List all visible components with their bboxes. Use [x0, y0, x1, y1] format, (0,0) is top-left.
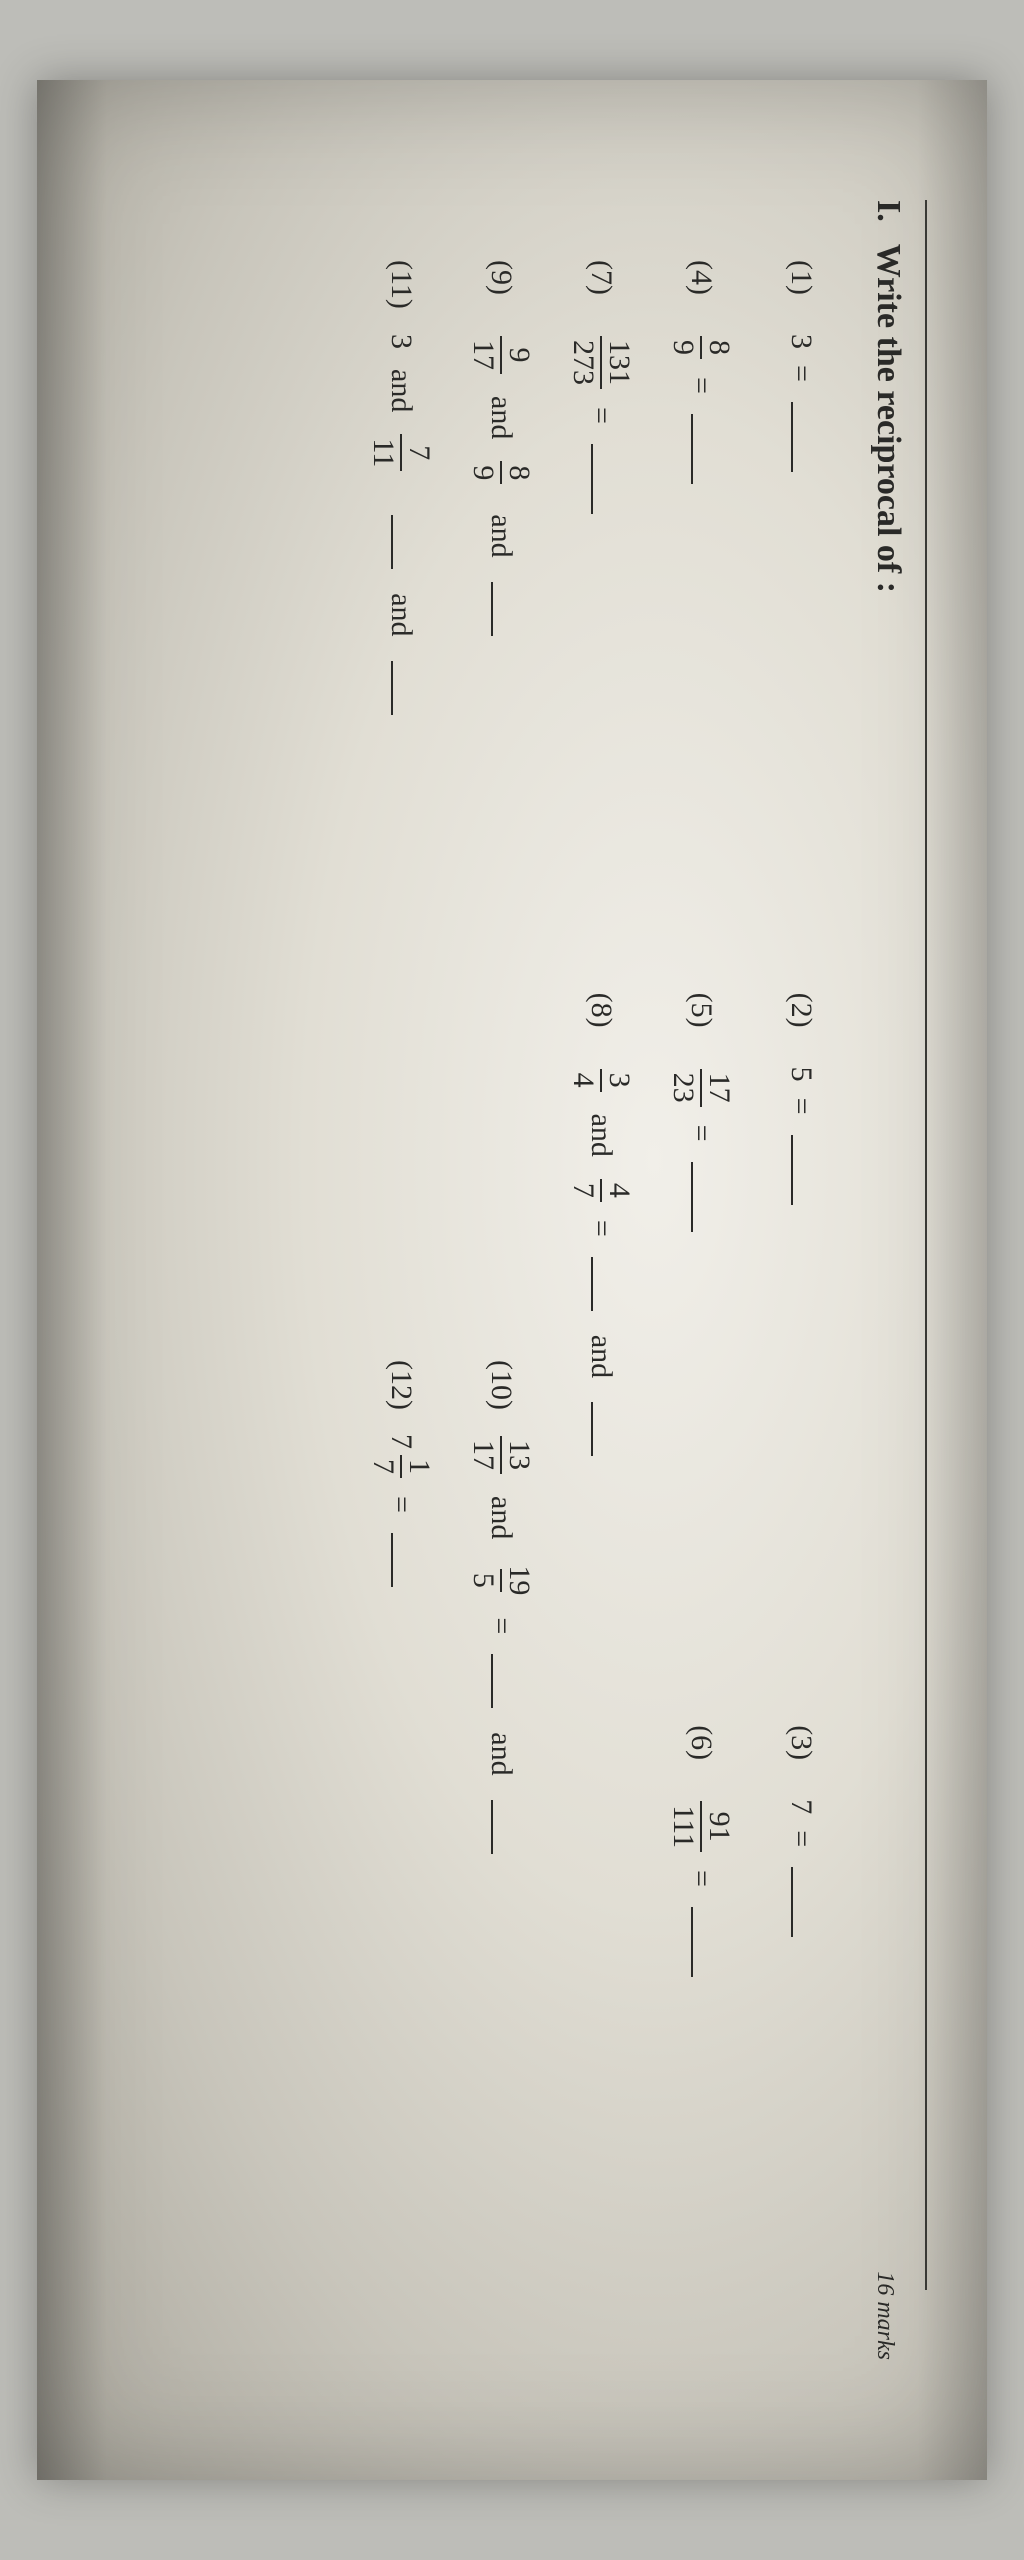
question-number: (4) — [684, 260, 718, 324]
question-item: (5)1723= — [651, 933, 751, 1666]
question-number: (6) — [684, 1725, 718, 1789]
answer-blank[interactable] — [391, 1533, 411, 1587]
answer-blank[interactable] — [491, 1800, 511, 1854]
section-number: I. — [869, 200, 907, 222]
question-item: (1)3= — [751, 200, 851, 933]
answer-blank[interactable] — [691, 1907, 711, 1977]
and-word: and — [484, 1722, 518, 1785]
answer-blank[interactable] — [591, 1402, 611, 1456]
question-number: (5) — [684, 993, 718, 1057]
and-word: and — [584, 1325, 618, 1388]
answer-blank[interactable] — [691, 414, 711, 484]
question-item: (7)131273= — [551, 200, 651, 933]
value: 7 — [784, 1799, 818, 1814]
question-item: (4)89= — [651, 200, 751, 933]
value: 3 — [784, 334, 818, 349]
mixed-number: 717 — [368, 1434, 434, 1480]
and-word: and — [384, 359, 418, 422]
question-number: (12) — [384, 1360, 418, 1424]
marks-label: 16 marks — [871, 2271, 898, 2400]
answer-blank[interactable] — [391, 661, 411, 715]
answer-blank[interactable] — [791, 402, 811, 472]
question-number: (10) — [484, 1360, 518, 1424]
question-item: (6)91111= — [651, 1665, 751, 2398]
fraction: 91111 — [668, 1801, 734, 1852]
question-number: (8) — [584, 993, 618, 1057]
answer-blank[interactable] — [691, 1162, 711, 1232]
header-rule — [925, 200, 927, 2290]
question-item: (2)5= — [751, 933, 851, 1666]
fraction: 711 — [368, 434, 434, 471]
worksheet-page: I. Write the reciprocal of : 16 marks (1… — [37, 80, 987, 2480]
fraction: 1723 — [668, 1069, 734, 1107]
value: 5 — [784, 1067, 818, 1082]
fraction: 34 — [568, 1069, 634, 1092]
answer-blank[interactable] — [391, 515, 411, 569]
question-number: (9) — [484, 260, 518, 324]
question-number: (2) — [784, 993, 818, 1057]
question-item: (8)34and47=and — [551, 933, 651, 2398]
fraction: 89 — [668, 336, 734, 359]
fraction: 131273 — [568, 336, 634, 389]
fraction: 195 — [468, 1561, 534, 1599]
fraction: 17 — [368, 1455, 434, 1478]
question-number: (11) — [384, 260, 418, 324]
and-word: and — [584, 1104, 618, 1167]
question-item: (3)7= — [751, 1665, 851, 2398]
section-header: I. Write the reciprocal of : 16 marks — [869, 200, 907, 2400]
answer-blank[interactable] — [591, 1257, 611, 1311]
answer-blank[interactable] — [591, 444, 611, 514]
question-item: (9) 917 and 89 and — [451, 200, 551, 1300]
question-item: (11) 3 and 711 and — [351, 200, 451, 1300]
question-grid: (1)3=(2)5=(3)7=(4)89=(5)1723=(6)91111=(7… — [351, 200, 851, 2400]
answer-blank[interactable] — [491, 582, 511, 636]
fraction: 47 — [568, 1179, 634, 1202]
and-word: and — [484, 1486, 518, 1549]
fraction: 917 — [468, 336, 534, 374]
question-item: (10)1317and195=and — [451, 1300, 551, 2400]
answer-blank[interactable] — [791, 1135, 811, 1205]
answer-blank[interactable] — [491, 1654, 511, 1708]
question-item: (12)717= — [351, 1300, 451, 2400]
question-number: (7) — [584, 260, 618, 324]
section-title: Write the reciprocal of : — [869, 244, 907, 593]
answer-blank[interactable] — [791, 1867, 811, 1937]
fraction: 89 — [468, 461, 534, 484]
value: 3 — [384, 334, 418, 349]
and-word: and — [484, 386, 518, 449]
question-number: (1) — [784, 260, 818, 324]
and-word: and — [384, 583, 418, 646]
question-number: (3) — [784, 1725, 818, 1789]
and-word: and — [484, 496, 518, 567]
fraction: 1317 — [468, 1436, 534, 1474]
